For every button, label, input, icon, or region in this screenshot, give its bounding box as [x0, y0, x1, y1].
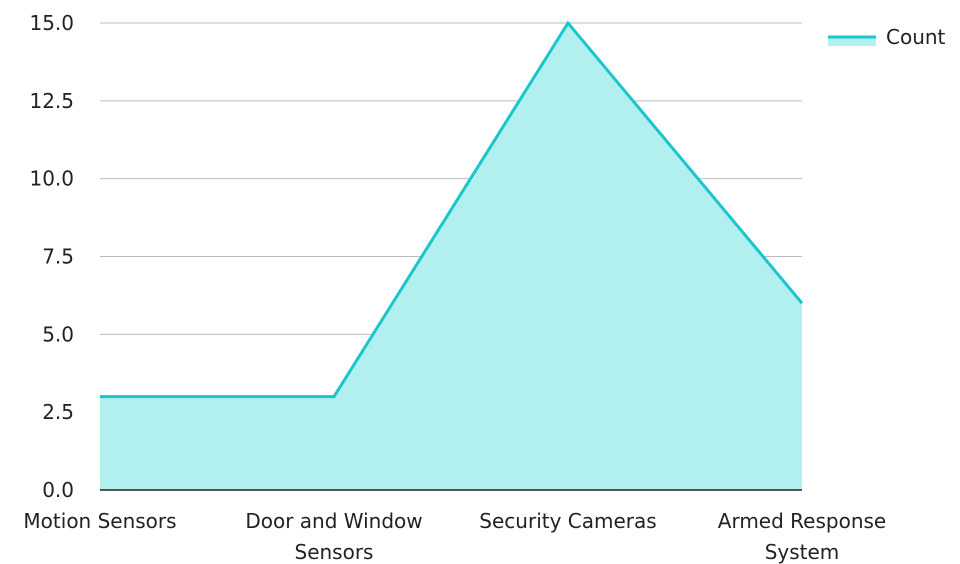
- legend-label: Count: [886, 25, 946, 49]
- x-tick-labels: Motion Sensors Door and Window Sensors Secu…: [23, 509, 886, 564]
- y-tick-label: 12.5: [29, 89, 74, 113]
- series-line: [100, 20, 804, 399]
- x-tick-label: Armed Response System: [718, 509, 886, 564]
- y-tick-label: 10.0: [29, 167, 74, 191]
- series-area: [99, 20, 804, 490]
- x-tick-label: Security Cameras: [479, 509, 656, 533]
- y-tick-label: 2.5: [42, 400, 74, 424]
- y-tick-label: 15.0: [29, 11, 74, 35]
- legend: Count: [828, 25, 946, 49]
- series-area-fill: [100, 23, 802, 490]
- y-tick-label: 5.0: [42, 322, 74, 346]
- x-tick-label: Motion Sensors: [23, 509, 176, 533]
- y-tick-labels: 0.0 2.5 5.0 7.5 10.0 12.5 15.0: [29, 11, 74, 502]
- y-tick-label: 0.0: [42, 478, 74, 502]
- x-tick-label: Door and Window Sensors: [245, 509, 422, 564]
- y-tick-label: 7.5: [42, 245, 74, 269]
- legend-swatch-fill: [828, 37, 876, 46]
